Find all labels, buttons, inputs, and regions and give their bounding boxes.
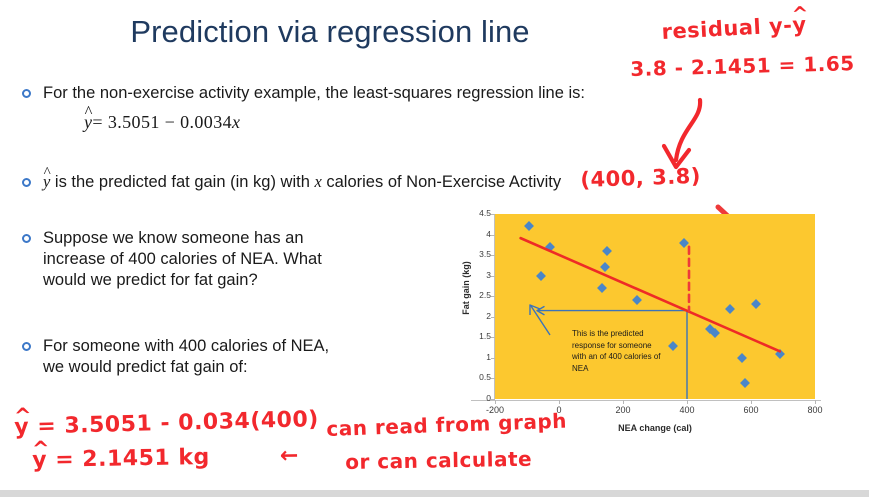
ink-left-arrow-icon: ←: [279, 443, 300, 469]
scatter-plot: Fat gain (kg) NEA change (cal) 0 0.5 1 1.5 2…: [455, 205, 865, 440]
y-tick-label: 1: [486, 351, 491, 362]
y-tick-mark: [491, 234, 495, 236]
y-tick-mark: [491, 275, 495, 277]
x-tick-mark: [687, 400, 688, 404]
y-hat-symbol: y: [43, 163, 51, 193]
y-tick-mark: [491, 378, 495, 380]
y-tick-label: 1.5: [479, 331, 491, 342]
bullet-marker-icon: [22, 342, 31, 351]
ink-point-coordinates: (400, 3.8): [580, 163, 702, 192]
ink-calculation-line-2: y = 2.1451 kg ←: [32, 443, 299, 473]
bullet-item-1: For the non-exercise activity example, t…: [18, 83, 593, 133]
x-tick-mark: [495, 400, 496, 404]
y-tick-mark: [491, 214, 495, 215]
bullet-text-3: Suppose we know someone has an increase …: [43, 229, 322, 289]
bullet-row: Suppose we know someone has an increase …: [18, 228, 338, 290]
prediction-annotation-text: This is the predicted response for someo…: [572, 329, 661, 374]
y-tick-label: 2.5: [479, 290, 491, 301]
ink-residual-computation: 3.8 - 2.1451 = 1.65: [630, 51, 855, 81]
y-tick-mark: [491, 255, 495, 257]
bullet-row: y is the predicted fat gain (in kg) with…: [18, 163, 588, 193]
x-tick-mark: [815, 400, 816, 404]
y-tick-mark: [491, 296, 495, 298]
ink-yhat-symbol: y: [32, 448, 47, 473]
ink-residual-yhat: y: [792, 12, 807, 37]
bottom-strip: [0, 490, 869, 497]
ink-residual-label: residual y-y: [661, 12, 807, 44]
y-tick-label: 0.5: [479, 372, 491, 383]
y-tick-label: 3.5: [479, 249, 491, 260]
regression-equation: y= 3.5051 − 0.0034x: [18, 102, 593, 134]
ink-calc-2-rhs: = 2.1451 kg: [55, 444, 210, 473]
bullet-row: For someone with 400 calories of NEA, we…: [18, 336, 338, 378]
equation-x-var: x: [232, 111, 241, 132]
x-axis-line: [471, 400, 821, 401]
y-tick-mark: [491, 316, 495, 318]
ink-yhat-symbol: y: [14, 415, 29, 440]
y-tick-mark: [491, 337, 495, 339]
ink-residual-word: residual: [661, 14, 762, 44]
bullet-text-4: For someone with 400 calories of NEA, we…: [43, 337, 330, 376]
equation-body: = 3.5051 − 0.0034: [92, 111, 232, 132]
bullet-item-4: For someone with 400 calories of NEA, we…: [18, 336, 338, 378]
x-axis-title: NEA change (cal): [618, 423, 692, 433]
y-tick-label: 4.5: [479, 208, 491, 218]
x-tick-label: 0: [556, 405, 562, 415]
x-tick-label: 800: [807, 405, 823, 415]
y-axis-line: [494, 214, 495, 400]
x-tick-mark: [623, 400, 624, 404]
x-tick-mark: [559, 400, 560, 404]
x-tick-label: 600: [743, 405, 759, 415]
bullet-row: For the non-exercise activity example, t…: [18, 83, 593, 104]
bullet-marker-icon: [22, 234, 31, 243]
x-tick-mark: [751, 400, 752, 404]
bullet-marker-icon: [22, 89, 31, 98]
bullet-text-1: For the non-exercise activity example, t…: [43, 84, 585, 102]
ink-calculation-line-1: y = 3.5051 - 0.034(400): [14, 407, 319, 440]
y-tick-label: 2: [486, 310, 491, 321]
bullet-item-3: Suppose we know someone has an increase …: [18, 228, 338, 290]
x-tick-label: 200: [615, 405, 631, 415]
y-tick-label: 3: [486, 269, 491, 280]
x-tick-label: -200: [485, 405, 504, 415]
bullet-text-2-mid: is the predicted fat gain (in kg) with: [50, 173, 315, 191]
page-title: Prediction via regression line: [130, 14, 530, 49]
ink-residual-y: y: [768, 13, 784, 39]
x-var-symbol: x: [314, 172, 322, 191]
y-tick-mark: [491, 357, 495, 359]
bullet-marker-icon: [22, 178, 31, 187]
x-tick-label: 400: [679, 405, 695, 415]
y-tick-label: 4: [486, 228, 491, 239]
y-hat-symbol: y: [84, 102, 93, 134]
ink-note-line-2: or can calculate: [345, 446, 533, 474]
y-tick-label: 0: [486, 393, 491, 403]
bullet-item-2: y is the predicted fat gain (in kg) with…: [18, 163, 588, 193]
bullet-text-2-tail: calories of Non-Exercise Activity: [321, 173, 562, 191]
ink-calc-1-rhs: = 3.5051 - 0.034(400): [37, 407, 320, 440]
y-tick-mark: [491, 399, 495, 400]
